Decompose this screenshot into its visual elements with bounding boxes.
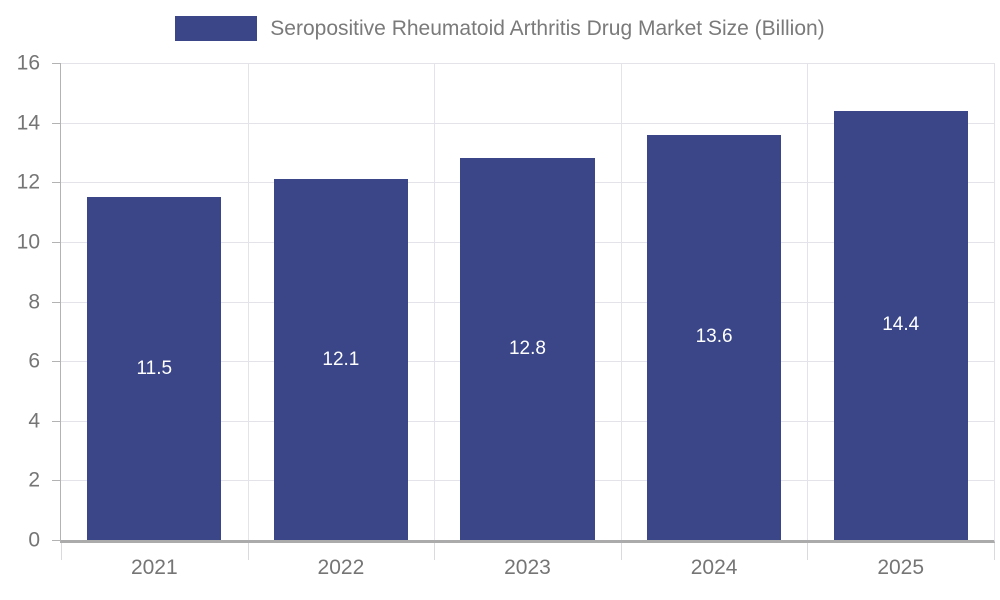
x-axis-labels: 2021 2022 2023 2024 2025 xyxy=(61,556,994,586)
v-gridline xyxy=(247,63,249,540)
bar-2024: 13.6 xyxy=(646,134,782,540)
y-axis-tick xyxy=(52,301,60,303)
y-tick-label: 2 xyxy=(28,468,40,492)
v-gridline xyxy=(434,63,436,540)
x-axis-tick xyxy=(61,543,62,560)
y-tick-label: 16 xyxy=(16,51,40,75)
bar-2025: 14.4 xyxy=(833,110,968,540)
y-axis-tick xyxy=(52,63,60,64)
bar-2021: 11.5 xyxy=(87,197,222,540)
y-axis-tick xyxy=(52,241,60,243)
x-axis-tick xyxy=(807,543,809,560)
x-axis-tick xyxy=(994,543,995,560)
plot-area: 11.5 12.1 12.8 13.6 14.4 xyxy=(52,63,995,560)
legend-swatch-icon xyxy=(175,16,258,41)
x-tick-label: 2025 xyxy=(877,556,925,579)
bar-value-label: 11.5 xyxy=(136,357,173,379)
y-tick-label: 8 xyxy=(28,290,40,313)
y-axis-tick xyxy=(52,540,60,541)
legend-item[interactable]: Seropositive Rheumatoid Arthritis Drug M… xyxy=(175,16,825,41)
y-tick-label: 0 xyxy=(28,528,40,552)
x-tick-label: 2021 xyxy=(130,556,178,579)
y-axis-labels: 0 2 4 6 8 10 12 14 16 xyxy=(0,53,40,551)
y-tick-label: 14 xyxy=(16,111,40,135)
legend: Seropositive Rheumatoid Arthritis Drug M… xyxy=(0,16,1000,41)
bar-value-label: 14.4 xyxy=(882,314,920,336)
x-tick-label: 2024 xyxy=(690,556,738,579)
y-axis-tick xyxy=(52,122,60,124)
h-gridline xyxy=(61,122,994,124)
y-axis-tick xyxy=(52,361,60,363)
bar-2022: 12.1 xyxy=(273,179,409,540)
y-axis-tick xyxy=(52,480,60,482)
x-tick-label: 2022 xyxy=(317,556,365,579)
legend-label: Seropositive Rheumatoid Arthritis Drug M… xyxy=(270,16,825,40)
x-axis-tick xyxy=(620,543,622,560)
bar-value-label: 12.8 xyxy=(508,338,546,360)
y-axis-tick xyxy=(52,420,60,422)
x-axis-tick xyxy=(247,543,249,560)
h-gridline xyxy=(61,63,994,64)
bar-2023: 12.8 xyxy=(460,158,595,540)
bar-value-label: 13.6 xyxy=(695,326,733,348)
v-gridline xyxy=(807,63,809,540)
v-gridline xyxy=(620,63,622,540)
y-tick-label: 12 xyxy=(16,170,40,194)
x-axis-tick xyxy=(434,543,436,560)
y-tick-label: 6 xyxy=(28,349,40,373)
x-tick-label: 2023 xyxy=(504,556,551,579)
y-tick-label: 4 xyxy=(28,409,40,433)
y-tick-label: 10 xyxy=(16,230,40,254)
bar-value-label: 12.1 xyxy=(322,348,360,370)
y-axis-tick xyxy=(52,182,60,184)
